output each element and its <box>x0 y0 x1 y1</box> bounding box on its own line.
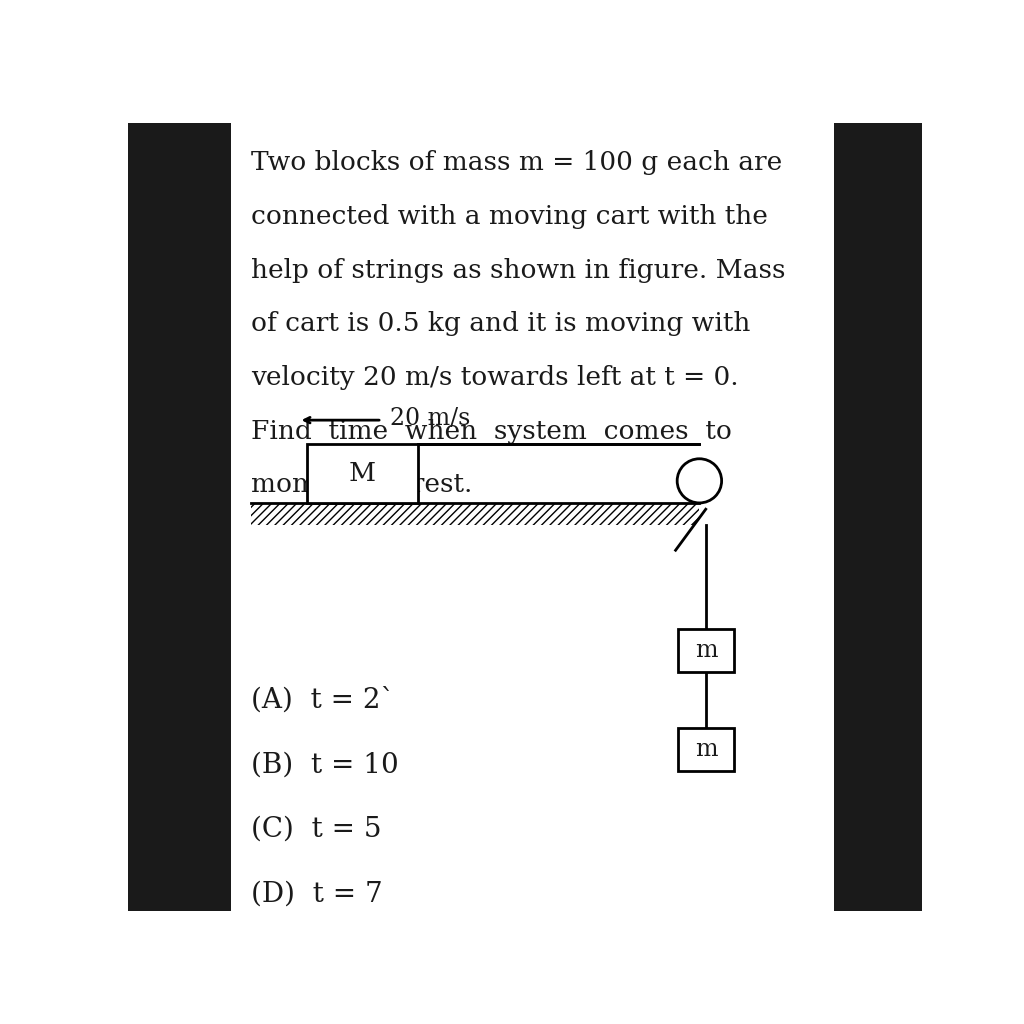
Text: of cart is 0.5 kg and it is moving with: of cart is 0.5 kg and it is moving with <box>251 311 751 336</box>
Text: help of strings as shown in figure. Mass: help of strings as shown in figure. Mass <box>251 258 785 283</box>
Text: m: m <box>695 738 717 761</box>
Text: momentary rest.: momentary rest. <box>251 472 472 498</box>
Text: (D)  t = 7: (D) t = 7 <box>251 881 383 907</box>
Text: M: M <box>348 461 376 485</box>
Bar <box>678 629 734 673</box>
Text: (C)  t = 5: (C) t = 5 <box>251 816 382 843</box>
Bar <box>835 123 922 911</box>
Bar <box>251 503 699 525</box>
Bar <box>306 443 418 503</box>
Text: Find  time  when  system  comes  to: Find time when system comes to <box>251 419 732 443</box>
Text: Two blocks of mass m = 100 g each are: Two blocks of mass m = 100 g each are <box>251 151 782 175</box>
Text: m: m <box>695 639 717 663</box>
Text: (A)  t = 2`: (A) t = 2` <box>251 687 394 714</box>
Text: 20 m/s: 20 m/s <box>390 408 470 430</box>
Bar <box>128 123 231 911</box>
Text: connected with a moving cart with the: connected with a moving cart with the <box>251 204 768 229</box>
Text: (B)  t = 10: (B) t = 10 <box>251 752 398 778</box>
Bar <box>678 728 734 771</box>
Text: velocity 20 m/s towards left at t = 0.: velocity 20 m/s towards left at t = 0. <box>251 365 738 390</box>
